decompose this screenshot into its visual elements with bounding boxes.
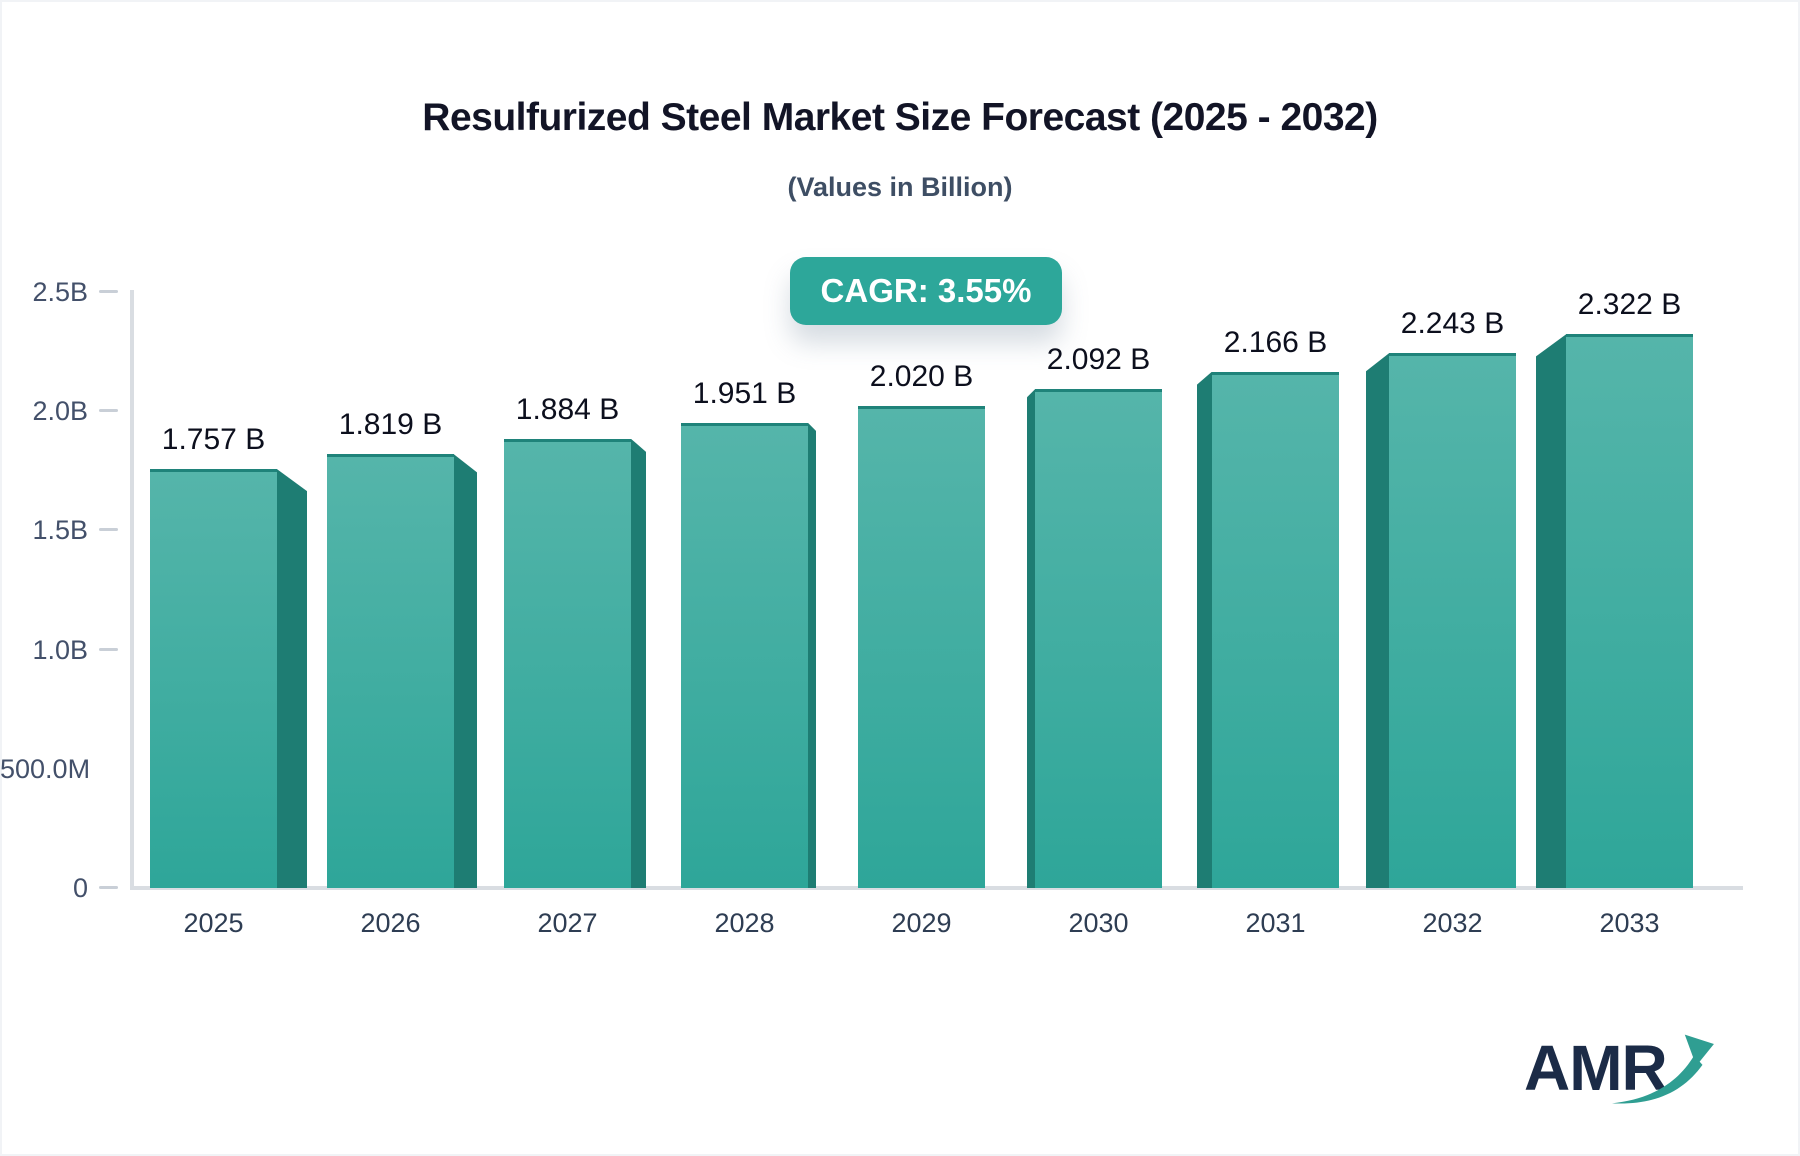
bar-value-label: 1.884 B — [515, 392, 620, 426]
y-axis-tick-label: 1.0B — [32, 634, 88, 665]
bar-value-label: 2.020 B — [869, 360, 974, 394]
cagr-badge: CAGR: 3.55% — [790, 257, 1062, 325]
bar — [858, 406, 985, 888]
y-axis-tick-label: 2.5B — [32, 277, 88, 307]
y-axis-tick-mark — [99, 647, 118, 651]
bar — [504, 438, 631, 888]
bar — [150, 469, 277, 888]
y-axis-tick-mark — [99, 886, 118, 889]
bar-value-label: 2.166 B — [1223, 325, 1328, 359]
x-axis-tick-label: 2033 — [1599, 908, 1660, 938]
y-axis-tick-label: 0 — [72, 873, 88, 903]
y-axis-tick-label: 500.0M — [0, 753, 91, 784]
bar — [1035, 389, 1162, 888]
bar-value-label: 1.819 B — [338, 408, 443, 442]
bar-3d-side — [808, 422, 816, 888]
bar-value-label: 1.757 B — [161, 423, 266, 457]
y-axis-tick-mark — [99, 290, 118, 293]
y-axis-tick-mark — [99, 528, 118, 532]
y-axis-tick-label: 2.0B — [32, 396, 88, 427]
x-axis-tick-label: 2026 — [360, 908, 421, 938]
bar-3d-side — [1536, 334, 1566, 888]
bar-3d-side — [631, 438, 646, 888]
bar-value-label: 2.322 B — [1577, 288, 1682, 322]
x-axis-tick-label: 2030 — [1068, 908, 1129, 938]
y-axis-tick-mark — [99, 409, 118, 413]
bar-value-label: 2.092 B — [1046, 343, 1151, 377]
x-axis-tick-label: 2029 — [891, 908, 952, 938]
bar — [327, 454, 454, 888]
bar — [1212, 371, 1339, 888]
x-axis-tick-label: 2032 — [1422, 908, 1483, 938]
y-axis-tick-label: 1.5B — [32, 515, 88, 546]
bar — [681, 422, 808, 888]
bar — [1389, 353, 1516, 888]
bar-3d-side — [277, 469, 307, 888]
x-axis-tick-label: 2028 — [714, 908, 775, 938]
bar-3d-side — [1197, 371, 1212, 888]
x-axis-tick-label: 2025 — [183, 908, 244, 938]
x-axis-tick-label: 2031 — [1245, 908, 1306, 938]
bar — [1566, 334, 1693, 888]
y-axis-line — [130, 290, 134, 890]
bar-3d-side — [1366, 353, 1389, 888]
bar-3d-side — [1027, 389, 1035, 888]
growth-arrow-icon — [1612, 1034, 1714, 1104]
chart-title: Resulfurized Steel Market Size Forecast … — [422, 96, 1378, 139]
amr-logo: AMR — [1524, 1022, 1734, 1122]
x-axis-tick-label: 2027 — [537, 908, 598, 938]
bar-value-label: 2.243 B — [1400, 307, 1505, 341]
x-axis-line — [130, 886, 1743, 890]
bar-value-label: 1.951 B — [692, 376, 797, 410]
chart-subtitle: (Values in Billion) — [787, 172, 1013, 202]
bar-3d-side — [454, 454, 477, 888]
amr-logo-text: AMR — [1524, 1032, 1668, 1104]
